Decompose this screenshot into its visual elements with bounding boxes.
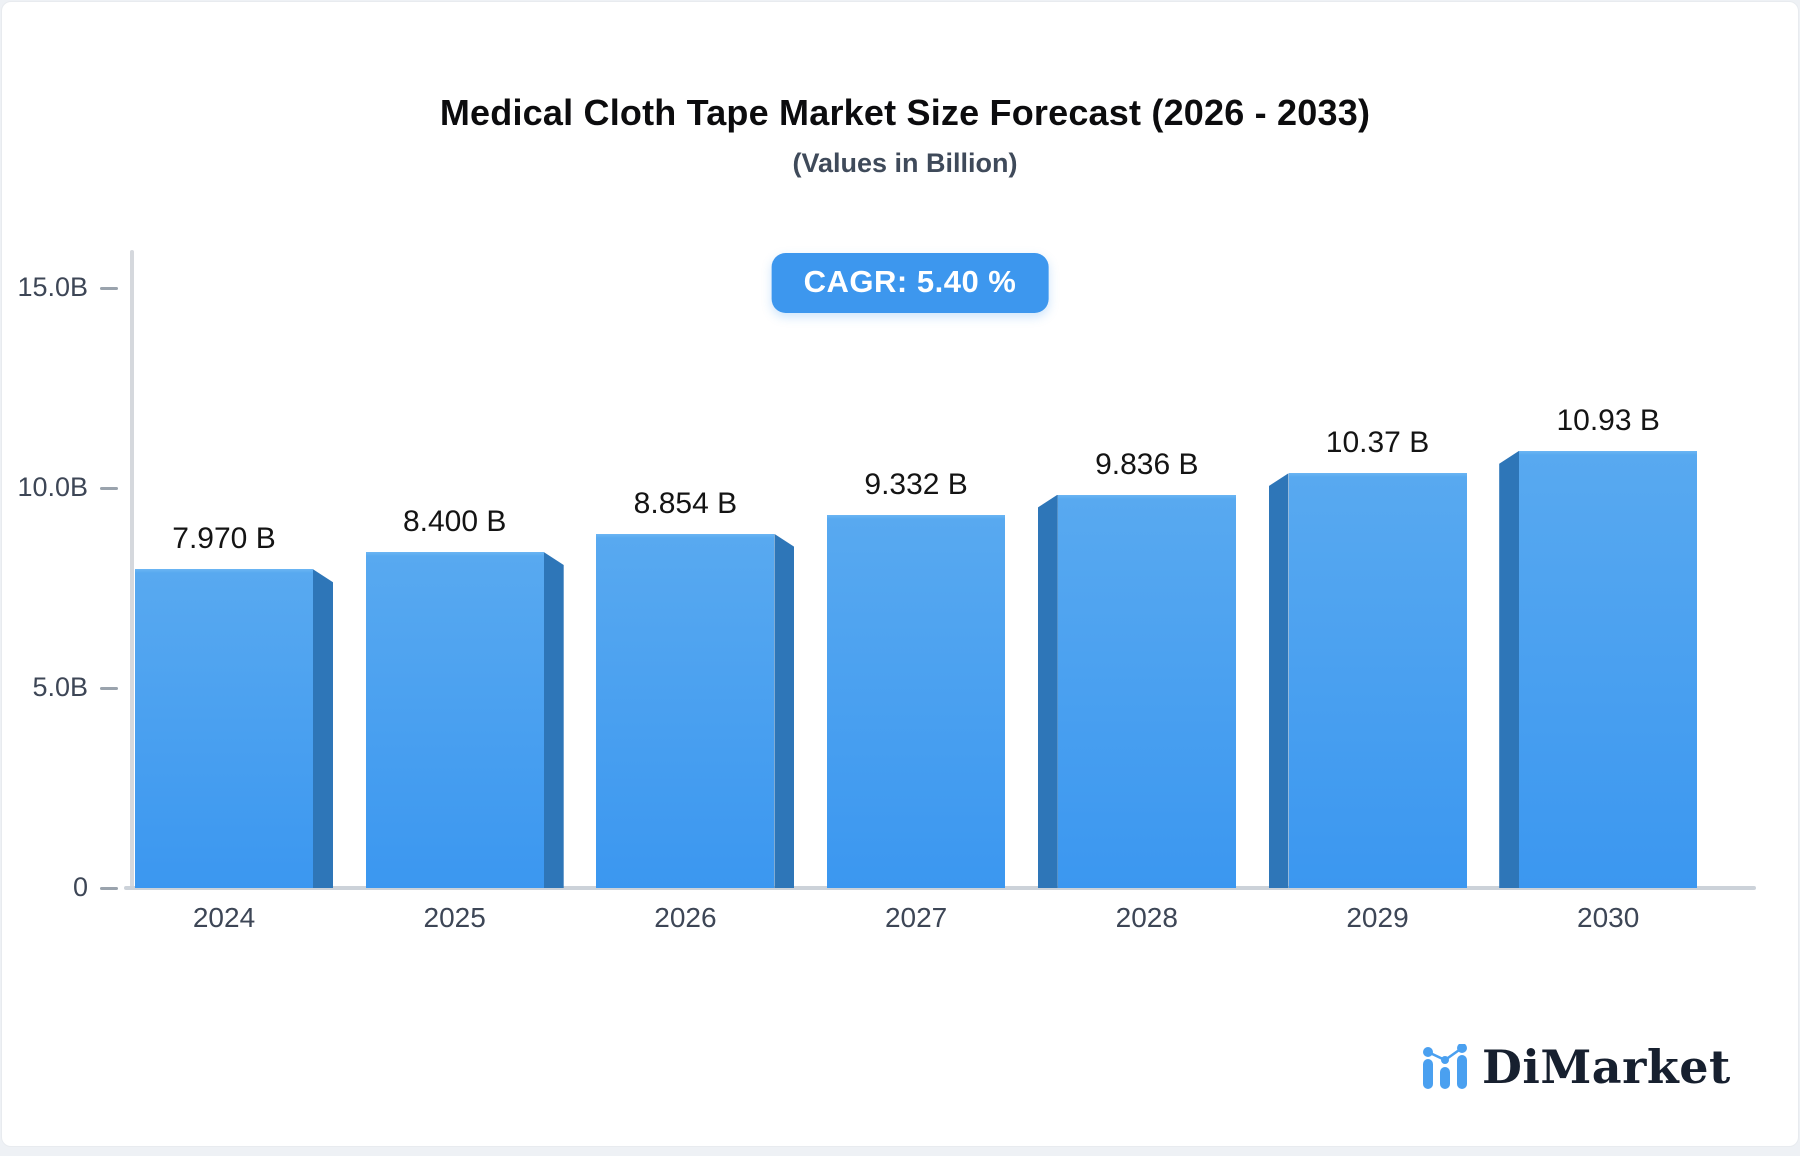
- bar-2024: [135, 569, 313, 888]
- y-tick-label: 0: [72, 872, 88, 902]
- bar-2025: [365, 552, 544, 888]
- bar-2030: [1519, 450, 1698, 888]
- bar-2027: [827, 514, 1006, 888]
- cagr-badge: CAGR: 5.40 %: [771, 253, 1049, 313]
- x-tick-label: 2028: [1115, 902, 1178, 933]
- x-tick-label: 2024: [192, 902, 256, 933]
- x-tick-label: 2026: [654, 902, 717, 933]
- x-axis-line: [124, 886, 1756, 890]
- bar-value-label: 10.37 B: [1325, 426, 1430, 460]
- bar-side-2024: [313, 569, 333, 888]
- y-tick-dash: [100, 487, 118, 490]
- bar-value-label: 9.836 B: [1095, 447, 1199, 481]
- bar-side-2026: [774, 533, 795, 888]
- bar-side-2030: [1499, 450, 1520, 888]
- bar-2026: [596, 533, 775, 888]
- x-tick-label: 2030: [1577, 902, 1640, 933]
- bar-side-2025: [543, 552, 564, 888]
- brand-name: DiMarket: [1482, 1040, 1731, 1094]
- bar-value-label: 8.854 B: [633, 486, 738, 520]
- brand-logo: DiMarket: [1422, 1040, 1731, 1094]
- y-tick-label: 10.0B: [17, 472, 88, 502]
- x-tick-label: 2027: [884, 902, 948, 933]
- bar-value-label: 8.400 B: [402, 505, 507, 538]
- bar-value-label: 9.332 B: [864, 467, 968, 501]
- chart-title: Medical Cloth Tape Market Size Forecast …: [439, 92, 1371, 133]
- y-tick-dash: [100, 287, 118, 290]
- bar-value-label: 10.93 B: [1556, 403, 1660, 437]
- y-tick-label: 15.0B: [17, 272, 88, 302]
- bar-2029: [1288, 473, 1467, 888]
- chart-header: Medical Cloth Tape Market Size Forecast …: [0, 0, 1800, 179]
- y-tick-label: 5.0B: [32, 672, 88, 702]
- bar-2028: [1057, 494, 1236, 888]
- y-tick-dash: [100, 687, 118, 690]
- x-tick-label: 2025: [423, 902, 486, 933]
- bar-side-2028: [1037, 494, 1058, 888]
- y-axis-line: [130, 250, 134, 889]
- chart-subtitle: (Values in Billion): [792, 148, 1018, 178]
- dimarket-chart-icon: [1423, 1044, 1467, 1089]
- bar-side-2029: [1268, 473, 1289, 888]
- y-tick-dash: [100, 887, 118, 890]
- bar-value-label: 7.970 B: [172, 522, 276, 556]
- x-tick-label: 2029: [1346, 902, 1409, 933]
